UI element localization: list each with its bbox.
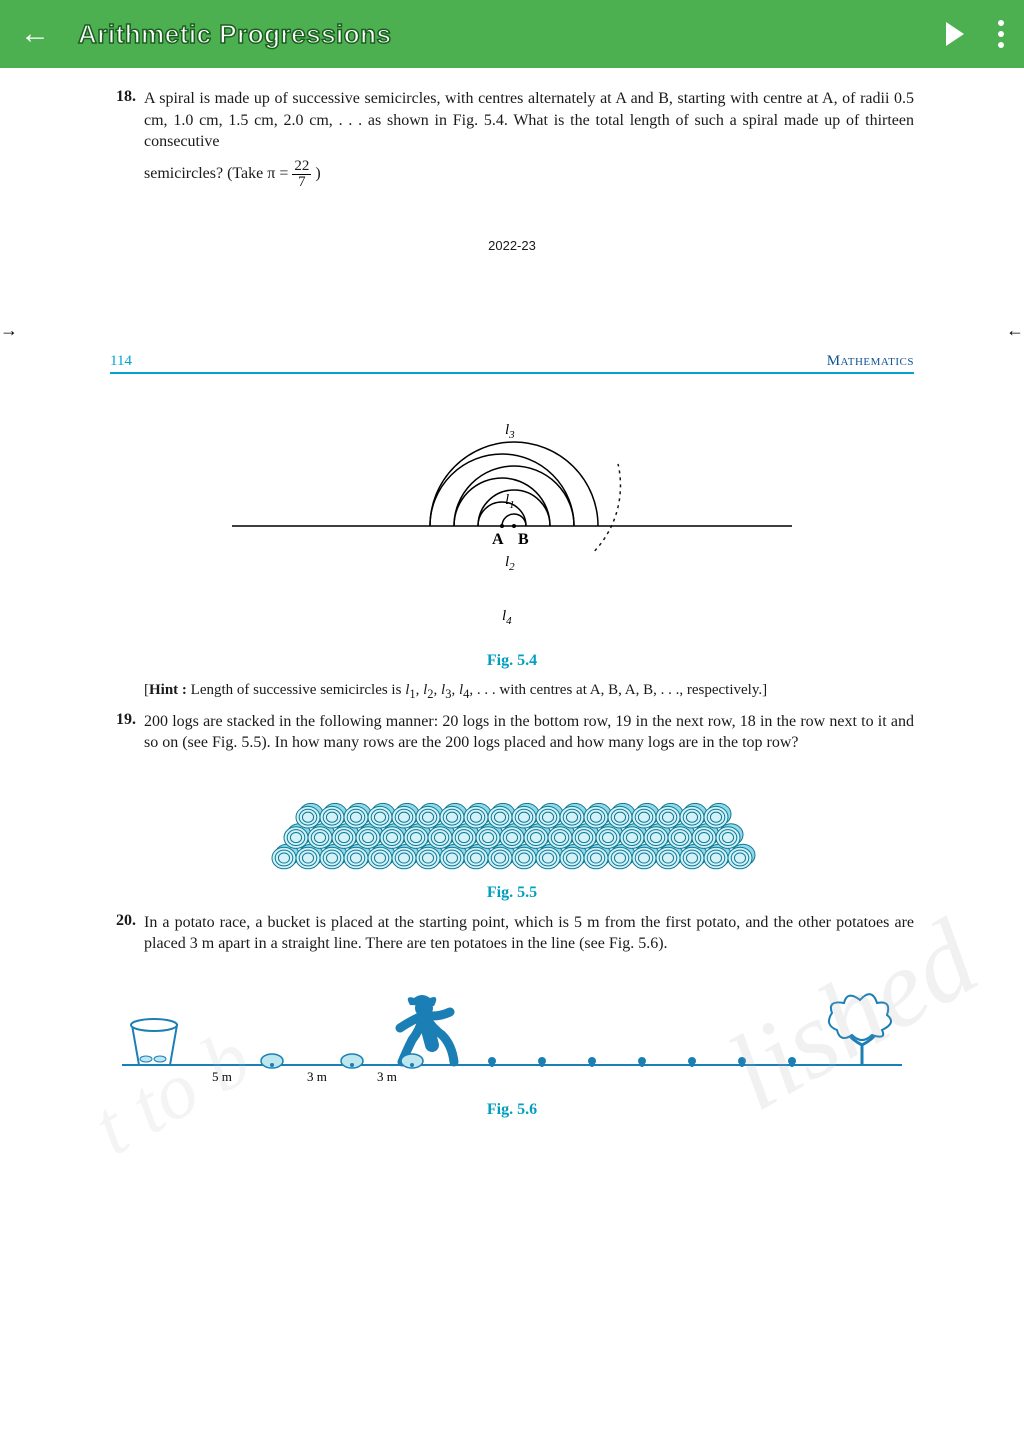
svg-text:l4: l4 <box>502 608 512 627</box>
svg-text:l3: l3 <box>505 422 515 441</box>
figure-5-6: 5 m 3 m 3 m <box>110 965 914 1095</box>
question-text: 200 logs are stacked in the following ma… <box>144 711 914 754</box>
question-number: 18. <box>110 88 144 190</box>
q18-line1: A spiral is made up of successive semici… <box>144 90 914 150</box>
app-header: ← Arithmetic Progressions <box>0 0 1024 68</box>
q18-line2b: ) <box>311 165 320 182</box>
academic-year: 2022-23 <box>110 238 914 253</box>
q18-line2a: semicircles? (Take π = <box>144 165 292 182</box>
back-icon[interactable]: ← <box>20 17 50 51</box>
fig55-caption: Fig. 5.5 <box>110 884 914 902</box>
svg-text:3 m: 3 m <box>377 1069 397 1084</box>
question-number: 20. <box>110 912 144 955</box>
svg-text:l1: l1 <box>505 492 515 511</box>
svg-text:l2: l2 <box>505 554 515 573</box>
question-20: 20. In a potato race, a bucket is placed… <box>110 912 914 955</box>
figure-5-4: A B l1 l2 l3 l4 <box>110 386 914 646</box>
header-title: Arithmetic Progressions <box>78 19 946 50</box>
question-text: In a potato race, a bucket is placed at … <box>144 912 914 955</box>
page-number: 114 <box>110 353 132 370</box>
svg-text:5 m: 5 m <box>212 1069 232 1084</box>
question-text: A spiral is made up of successive semici… <box>144 88 914 190</box>
label-B: B <box>518 531 529 548</box>
page-header-rule: 114 Mathematics <box>110 353 914 374</box>
svg-text:3 m: 3 m <box>307 1069 327 1084</box>
fig54-caption: Fig. 5.4 <box>110 652 914 670</box>
fig56-caption: Fig. 5.6 <box>110 1101 914 1119</box>
question-19: 19. 200 logs are stacked in the followin… <box>110 711 914 754</box>
document-page: 18. A spiral is made up of successive se… <box>0 68 1024 1119</box>
subject-label: Mathematics <box>827 353 914 370</box>
frac-den: 7 <box>292 175 311 190</box>
more-menu-icon[interactable] <box>998 20 1004 48</box>
figure-5-5 <box>110 758 914 878</box>
question-number: 19. <box>110 711 144 754</box>
label-A: A <box>492 531 504 548</box>
hint-text: [Hint : Length of successive semicircles… <box>144 680 914 703</box>
question-18: 18. A spiral is made up of successive se… <box>110 88 914 190</box>
fraction: 227 <box>292 159 311 190</box>
frac-num: 22 <box>292 159 311 175</box>
play-icon[interactable] <box>946 22 964 46</box>
